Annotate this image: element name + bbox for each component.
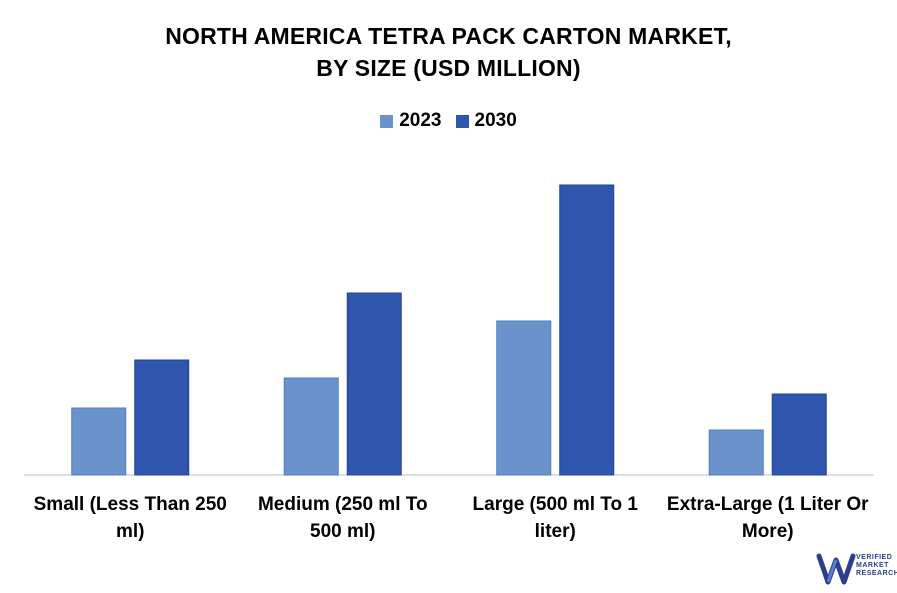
bar-2023-category-3 [496,320,552,476]
x-tick-label-1-line-2: ml) [116,521,145,542]
chart-title: NORTH AMERICA TETRA PACK CARTON MARKET, … [0,20,897,84]
bar-2023-category-1 [71,407,127,476]
bar-2023-category-2 [283,377,339,476]
legend-item-2030: 2030 [455,110,517,132]
logo-text: VERIFIED MARKET RESEARCH [856,554,897,578]
x-tick-label-1-line-1: Small (Less Than 250 [33,494,227,515]
legend-swatch-2023 [380,114,394,128]
bar-2030-category-2 [346,292,402,476]
x-tick-label-4-line-2: More) [741,521,794,542]
legend-item-2023: 2023 [380,110,442,132]
x-tick-label-4: Extra-Large (1 Liter Or More) [663,491,873,545]
x-tick-label-3-line-2: liter) [534,521,576,542]
x-tick-label-3-line-1: Large (500 ml To 1 [472,494,638,515]
logo-text-line-3: RESEARCH [856,570,897,577]
legend-label-2023: 2023 [399,110,442,131]
logo-text-line-2: MARKET [856,562,889,569]
chart-title-line-1: NORTH AMERICA TETRA PACK CARTON MARKET, [165,23,732,49]
x-tick-label-2-line-1: Medium (250 ml To [257,494,428,515]
x-tick-label-2-line-2: 500 ml) [310,521,376,542]
vmr-logo-icon [816,553,856,585]
bar-2030-category-3 [559,184,615,476]
bar-2030-category-1 [134,359,190,476]
x-tick-label-4-line-1: Extra-Large (1 Liter Or [666,494,869,515]
x-tick-label-2: Medium (250 ml To 500 ml) [238,491,448,545]
legend-swatch-2030 [455,114,469,128]
bar-2023-category-4 [708,429,764,476]
legend-label-2030: 2030 [474,110,517,131]
chart-title-line-2: BY SIZE (USD MILLION) [316,55,581,81]
legend: 2023 2030 [0,110,897,132]
x-tick-label-1: Small (Less Than 250 ml) [25,491,235,545]
verified-market-research-logo: VERIFIED MARKET RESEARCH [816,550,897,590]
bar-2030-category-4 [771,393,827,476]
logo-text-line-1: VERIFIED [856,554,893,561]
x-tick-label-3: Large (500 ml To 1 liter) [450,491,660,545]
